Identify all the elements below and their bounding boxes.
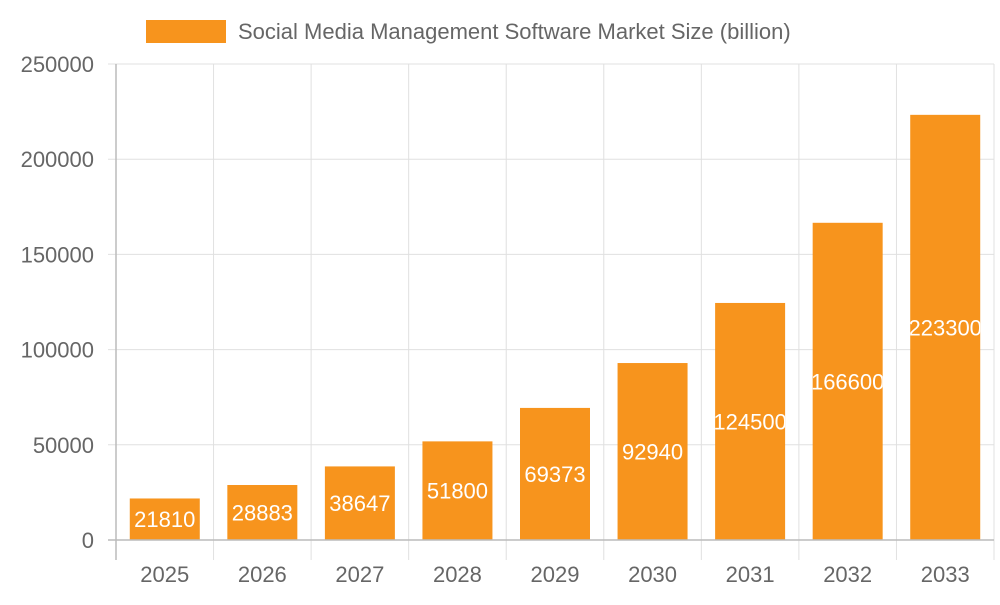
- bar-2028: [422, 441, 493, 540]
- y-tick-label: 0: [82, 528, 94, 553]
- y-tick-label: 150000: [21, 242, 94, 267]
- y-axis: 0 50000 100000 150000 200000 250000: [21, 52, 117, 560]
- data-label: 28883: [232, 501, 293, 526]
- x-tick-label: 2026: [238, 562, 287, 587]
- data-labels: 21810 28883 38647 51800 69373 92940 124500 1666…: [134, 315, 982, 532]
- data-label: 166600: [811, 369, 884, 394]
- legend[interactable]: Social Media Management Software Market …: [146, 19, 791, 44]
- data-label: 124500: [713, 409, 786, 434]
- bar-2032: [812, 222, 883, 541]
- data-label: 38647: [329, 491, 390, 516]
- data-label: 21810: [134, 507, 195, 532]
- y-tick-label: 100000: [21, 338, 94, 363]
- x-tick-label: 2030: [628, 562, 677, 587]
- x-tick-label: 2033: [921, 562, 970, 587]
- data-label: 51800: [427, 479, 488, 504]
- grid: [108, 63, 995, 560]
- bar-2027: [324, 466, 395, 540]
- bar-2030: [617, 363, 688, 540]
- x-tick-label: 2031: [726, 562, 775, 587]
- y-tick-label: 50000: [33, 433, 94, 458]
- bars: [129, 114, 981, 541]
- legend-label: Social Media Management Software Market …: [238, 19, 791, 44]
- x-axis: 2025 2026 2027 2028 2029 2030 2031 2032 2033: [108, 539, 994, 587]
- x-tick-label: 2032: [823, 562, 872, 587]
- bar-2026: [227, 485, 298, 540]
- legend-swatch: [146, 20, 226, 43]
- x-tick-label: 2025: [140, 562, 189, 587]
- data-label: 223300: [909, 315, 982, 340]
- bar-2029: [520, 407, 590, 540]
- y-tick-label: 250000: [21, 52, 94, 77]
- data-label: 92940: [622, 440, 683, 465]
- x-tick-label: 2029: [531, 562, 580, 587]
- data-label: 69373: [524, 462, 585, 487]
- x-tick-label: 2028: [433, 562, 482, 587]
- bar-2025: [129, 498, 200, 540]
- y-tick-label: 200000: [21, 147, 94, 172]
- bar-2033: [910, 114, 981, 541]
- bar-2031: [715, 302, 786, 540]
- x-tick-label: 2027: [335, 562, 384, 587]
